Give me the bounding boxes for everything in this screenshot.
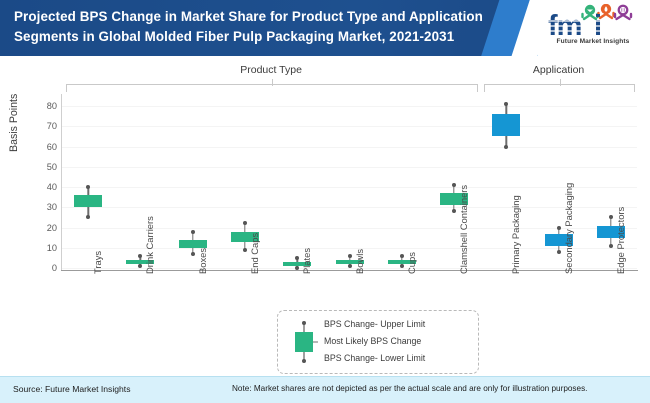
x-axis-label: Primary Packaging [510, 195, 522, 274]
whisker-cap-lower [504, 144, 509, 149]
whisker-cap-upper [608, 215, 613, 220]
box-body [230, 231, 259, 242]
box-body [335, 259, 364, 264]
whisker-cap-upper [295, 255, 300, 260]
page-title: Projected BPS Change in Market Share for… [14, 9, 483, 44]
x-axis-label: Bowls [353, 248, 365, 274]
group-label: Application [532, 64, 585, 76]
x-axis-label: Secondary Packaging [562, 182, 574, 274]
legend-item: BPS Change- Lower Limit [324, 353, 426, 363]
footer-source: Source: Future Market Insights [13, 384, 131, 394]
gridline [62, 126, 637, 128]
footer-note: Note: Market shares are not depicted as … [232, 384, 588, 393]
x-axis-label: Cups [405, 252, 417, 274]
whisker-cap-upper [138, 253, 143, 258]
box-body [492, 114, 521, 137]
box-body [387, 259, 416, 264]
x-axis-label: Edge Protectors [614, 206, 626, 274]
y-axis-line [61, 94, 62, 270]
y-axis-tick-label: 50 [46, 161, 57, 172]
gridline [62, 207, 637, 209]
legend-item: Most Likely BPS Change [324, 336, 422, 346]
fmi-logo-icon: fm i [548, 4, 633, 38]
y-axis-tick-label: 30 [46, 202, 57, 213]
gridline [62, 247, 637, 249]
footer-bar: Source: Future Market Insights Note: Mar… [0, 376, 650, 403]
legend-boxplot-sample [295, 321, 318, 363]
whisker-cap-upper [347, 253, 352, 258]
whisker-cap-lower [86, 215, 91, 220]
gridline [62, 146, 637, 148]
group-bracket [66, 79, 479, 92]
box-body [178, 239, 207, 248]
whisker-cap-upper [556, 225, 561, 230]
whisker-cap-lower [295, 266, 300, 270]
box-body [544, 233, 573, 246]
y-axis-tick-label: 10 [46, 242, 57, 253]
whisker-cap-lower [452, 209, 457, 214]
whisker-cap-lower [608, 243, 613, 248]
whisker-cap-upper [504, 102, 509, 107]
box-body [74, 195, 103, 208]
legend-items: BPS Change- Upper Limit Most Likely BPS C… [324, 316, 472, 367]
box-body [283, 261, 312, 266]
y-axis-tick-label: 20 [46, 222, 57, 233]
whisker-cap-upper [190, 229, 195, 234]
whisker-cap-lower [556, 249, 561, 254]
chart-legend: BPS Change- Upper Limit Most Likely BPS C… [277, 310, 479, 374]
y-axis-tick-label: 40 [46, 182, 57, 193]
x-axis-label: Clamshell Containers [458, 184, 470, 274]
y-axis-tick-label: 60 [46, 141, 57, 152]
group-bracket [484, 79, 635, 92]
whisker-cap-lower [138, 263, 143, 268]
box-body [126, 259, 155, 264]
x-axis-label: Plates [301, 247, 313, 274]
fmi-logo: fm i Future Market Insights [540, 4, 644, 52]
group-label: Product Type [240, 64, 302, 76]
group-bracket-tick [272, 79, 274, 86]
gridline [62, 227, 637, 229]
whisker-cap-lower [399, 263, 404, 268]
whisker-cap-upper [452, 183, 457, 188]
y-axis-title: Basis Points [8, 93, 20, 152]
whisker-cap-lower [242, 247, 247, 252]
x-axis-label: End Caps [248, 232, 260, 274]
svg-text:fm: fm [548, 10, 581, 38]
header-banner: Projected BPS Change in Market Share for… [0, 0, 650, 56]
x-axis-label: Boxes [196, 247, 208, 274]
whisker-cap-lower [347, 263, 352, 268]
y-axis-tick-label: 0 [51, 263, 57, 273]
gridline [62, 166, 637, 168]
logo-subtitle: Future Market Insights [556, 38, 630, 45]
gridline [62, 106, 637, 108]
box-body [596, 225, 625, 238]
x-axis-line [61, 270, 638, 271]
gridline [62, 187, 637, 189]
box-body [440, 193, 469, 206]
plot-area: 0 10 20 30 40 50 60 70 80 [47, 96, 637, 273]
group-bracket-tick [559, 79, 561, 86]
whisker-cap-upper [86, 185, 91, 190]
whisker-cap-upper [399, 253, 404, 258]
legend-item: BPS Change- Upper Limit [324, 319, 426, 329]
y-axis-tick-label: 70 [46, 121, 57, 132]
svg-text:i: i [594, 10, 602, 38]
whisker-cap-lower [190, 251, 195, 256]
x-axis-label: Trays [92, 250, 104, 274]
footer-divider [0, 376, 650, 377]
gridline [62, 268, 637, 269]
x-axis-label: Drink Carriers [144, 216, 156, 274]
whisker-cap-upper [242, 221, 247, 226]
y-axis-tick-label: 80 [46, 101, 57, 112]
